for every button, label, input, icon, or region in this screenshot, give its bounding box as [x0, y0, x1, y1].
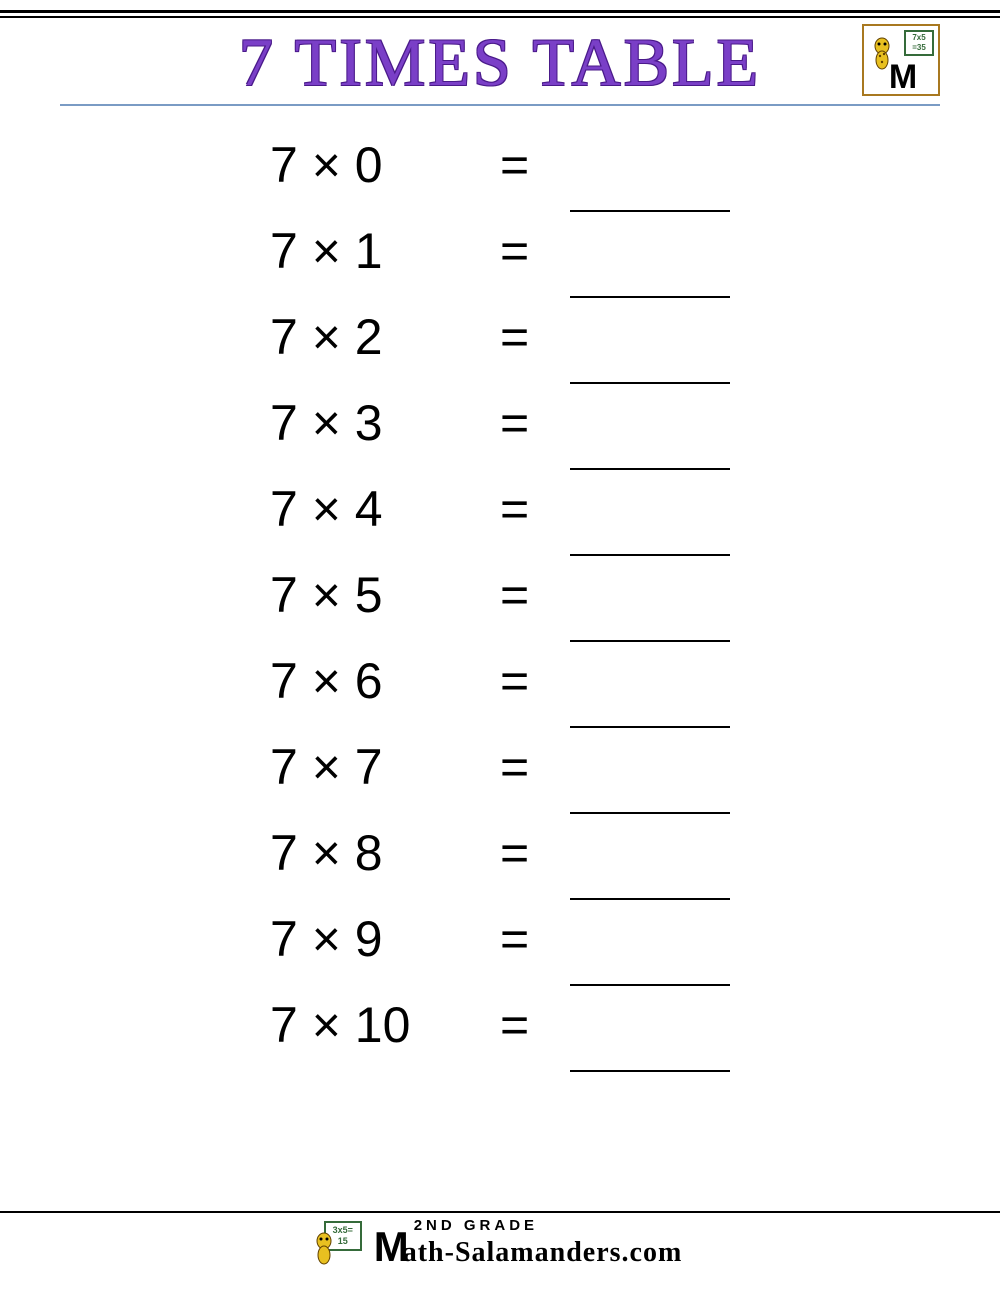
equals-sign: =: [500, 566, 560, 624]
equation-row: 7 × 6 =: [270, 652, 730, 738]
page-top-border: [0, 10, 1000, 18]
equation-row: 7 × 1 =: [270, 222, 730, 308]
equation-lhs: 7 × 4: [270, 480, 500, 538]
equation-lhs: 7 × 5: [270, 566, 500, 624]
salamander-icon: [310, 1231, 338, 1265]
footer: 3x5= 15 2nd Grade Math-Salamanders.com: [0, 1211, 1000, 1274]
equals-sign: =: [500, 480, 560, 538]
answer-blank[interactable]: [570, 430, 730, 470]
equation-lhs: 7 × 6: [270, 652, 500, 710]
equation-row: 7 × 7 =: [270, 738, 730, 824]
equals-sign: =: [500, 910, 560, 968]
footer-board-line2: 15: [338, 1236, 348, 1246]
equation-row: 7 × 8 =: [270, 824, 730, 910]
header: 7 TIMES TABLE 7x5 =35 M: [60, 18, 940, 106]
page-title: 7 TIMES TABLE: [239, 28, 761, 96]
equation-lhs: 7 × 7: [270, 738, 500, 796]
equation-row: 7 × 0 =: [270, 136, 730, 222]
answer-blank[interactable]: [570, 688, 730, 728]
equals-sign: =: [500, 394, 560, 452]
logo-board-icon: 7x5 =35: [904, 30, 934, 56]
footer-inner: 3x5= 15 2nd Grade Math-Salamanders.com: [318, 1217, 683, 1269]
equals-sign: =: [500, 996, 560, 1054]
equals-sign: =: [500, 738, 560, 796]
equals-sign: =: [500, 136, 560, 194]
equation-row: 7 × 5 =: [270, 566, 730, 652]
equation-row: 7 × 10 =: [270, 996, 730, 1082]
equation-lhs: 7 × 1: [270, 222, 500, 280]
answer-blank[interactable]: [570, 602, 730, 642]
equation-row: 7 × 4 =: [270, 480, 730, 566]
equation-lhs: 7 × 3: [270, 394, 500, 452]
equation-lhs: 7 × 0: [270, 136, 500, 194]
footer-brand-line: Math-Salamanders.com: [374, 1230, 683, 1269]
logo-board-line2: =35: [912, 43, 926, 52]
equals-sign: =: [500, 308, 560, 366]
equals-sign: =: [500, 824, 560, 882]
equals-sign: =: [500, 222, 560, 280]
equals-sign: =: [500, 652, 560, 710]
equation-lhs: 7 × 9: [270, 910, 500, 968]
footer-logo: 3x5= 15: [318, 1221, 370, 1269]
worksheet-body: 7 × 0 = 7 × 1 = 7 × 2 = 7 × 3 = 7 × 4 = …: [0, 106, 1000, 1082]
equation-lhs: 7 × 2: [270, 308, 500, 366]
logo-board-line1: 7x5: [912, 33, 925, 42]
answer-blank[interactable]: [570, 344, 730, 384]
footer-text-block: 2nd Grade Math-Salamanders.com: [374, 1217, 683, 1269]
equation-row: 7 × 9 =: [270, 910, 730, 996]
answer-blank[interactable]: [570, 172, 730, 212]
equation-lhs: 7 × 10: [270, 996, 500, 1054]
equation-row: 7 × 2 =: [270, 308, 730, 394]
answer-blank[interactable]: [570, 258, 730, 298]
answer-blank[interactable]: [570, 774, 730, 814]
equation-row: 7 × 3 =: [270, 394, 730, 480]
footer-m-letter: M: [374, 1223, 403, 1270]
answer-blank[interactable]: [570, 516, 730, 556]
equation-lhs: 7 × 8: [270, 824, 500, 882]
footer-brand-text: ath-Salamanders.com: [403, 1237, 683, 1268]
answer-blank[interactable]: [570, 946, 730, 986]
logo-m-letter: M: [864, 60, 938, 94]
header-logo: 7x5 =35 M: [862, 24, 940, 96]
answer-blank[interactable]: [570, 860, 730, 900]
answer-blank[interactable]: [570, 1032, 730, 1072]
